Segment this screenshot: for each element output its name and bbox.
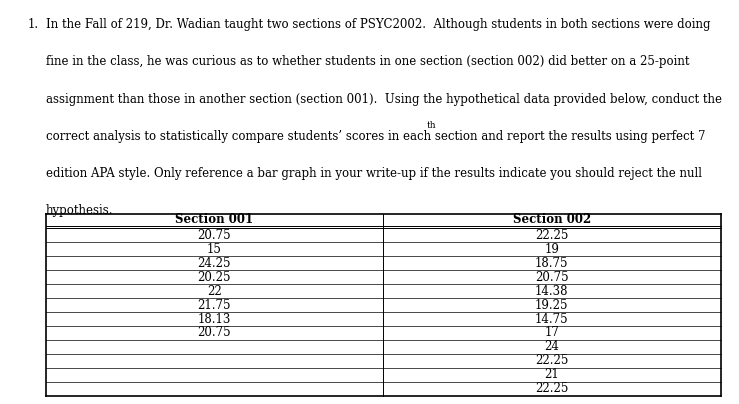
- Text: 22: 22: [207, 284, 222, 297]
- Text: 18.13: 18.13: [197, 313, 231, 326]
- Text: 21.75: 21.75: [197, 299, 231, 311]
- Text: hypothesis.: hypothesis.: [46, 204, 113, 217]
- Text: 15: 15: [207, 242, 222, 256]
- Text: edition APA style. Only reference a bar graph in your write-up if the results in: edition APA style. Only reference a bar …: [46, 167, 702, 180]
- Text: 1.: 1.: [28, 18, 39, 31]
- Text: 22.25: 22.25: [535, 354, 568, 368]
- Text: fine in the class, he was curious as to whether students in one section (section: fine in the class, he was curious as to …: [46, 55, 689, 68]
- Text: 24.25: 24.25: [197, 257, 231, 269]
- Text: 18.75: 18.75: [535, 257, 568, 269]
- Text: 19: 19: [544, 242, 559, 256]
- Text: In the Fall of 219, Dr. Wadian taught two sections of PSYC2002.  Although studen: In the Fall of 219, Dr. Wadian taught tw…: [46, 18, 710, 31]
- Text: 14.75: 14.75: [535, 313, 568, 326]
- Text: 20.75: 20.75: [197, 326, 231, 339]
- Text: 24: 24: [544, 341, 559, 354]
- Text: Section 001: Section 001: [175, 213, 253, 226]
- Text: correct analysis to statistically compare students’ scores in each section and r: correct analysis to statistically compar…: [46, 130, 705, 143]
- Text: 21: 21: [545, 368, 559, 381]
- Text: 19.25: 19.25: [535, 299, 568, 311]
- Text: 22.25: 22.25: [535, 229, 568, 242]
- Text: assignment than those in another section (section 001).  Using the hypothetical : assignment than those in another section…: [46, 93, 722, 105]
- Text: th: th: [426, 121, 436, 130]
- Text: 20.75: 20.75: [197, 229, 231, 242]
- Text: Section 002: Section 002: [513, 213, 590, 226]
- Text: 20.25: 20.25: [197, 271, 231, 284]
- Text: 14.38: 14.38: [535, 284, 568, 297]
- Text: 22.25: 22.25: [535, 383, 568, 396]
- Text: 20.75: 20.75: [535, 271, 568, 284]
- Text: 17: 17: [544, 326, 559, 339]
